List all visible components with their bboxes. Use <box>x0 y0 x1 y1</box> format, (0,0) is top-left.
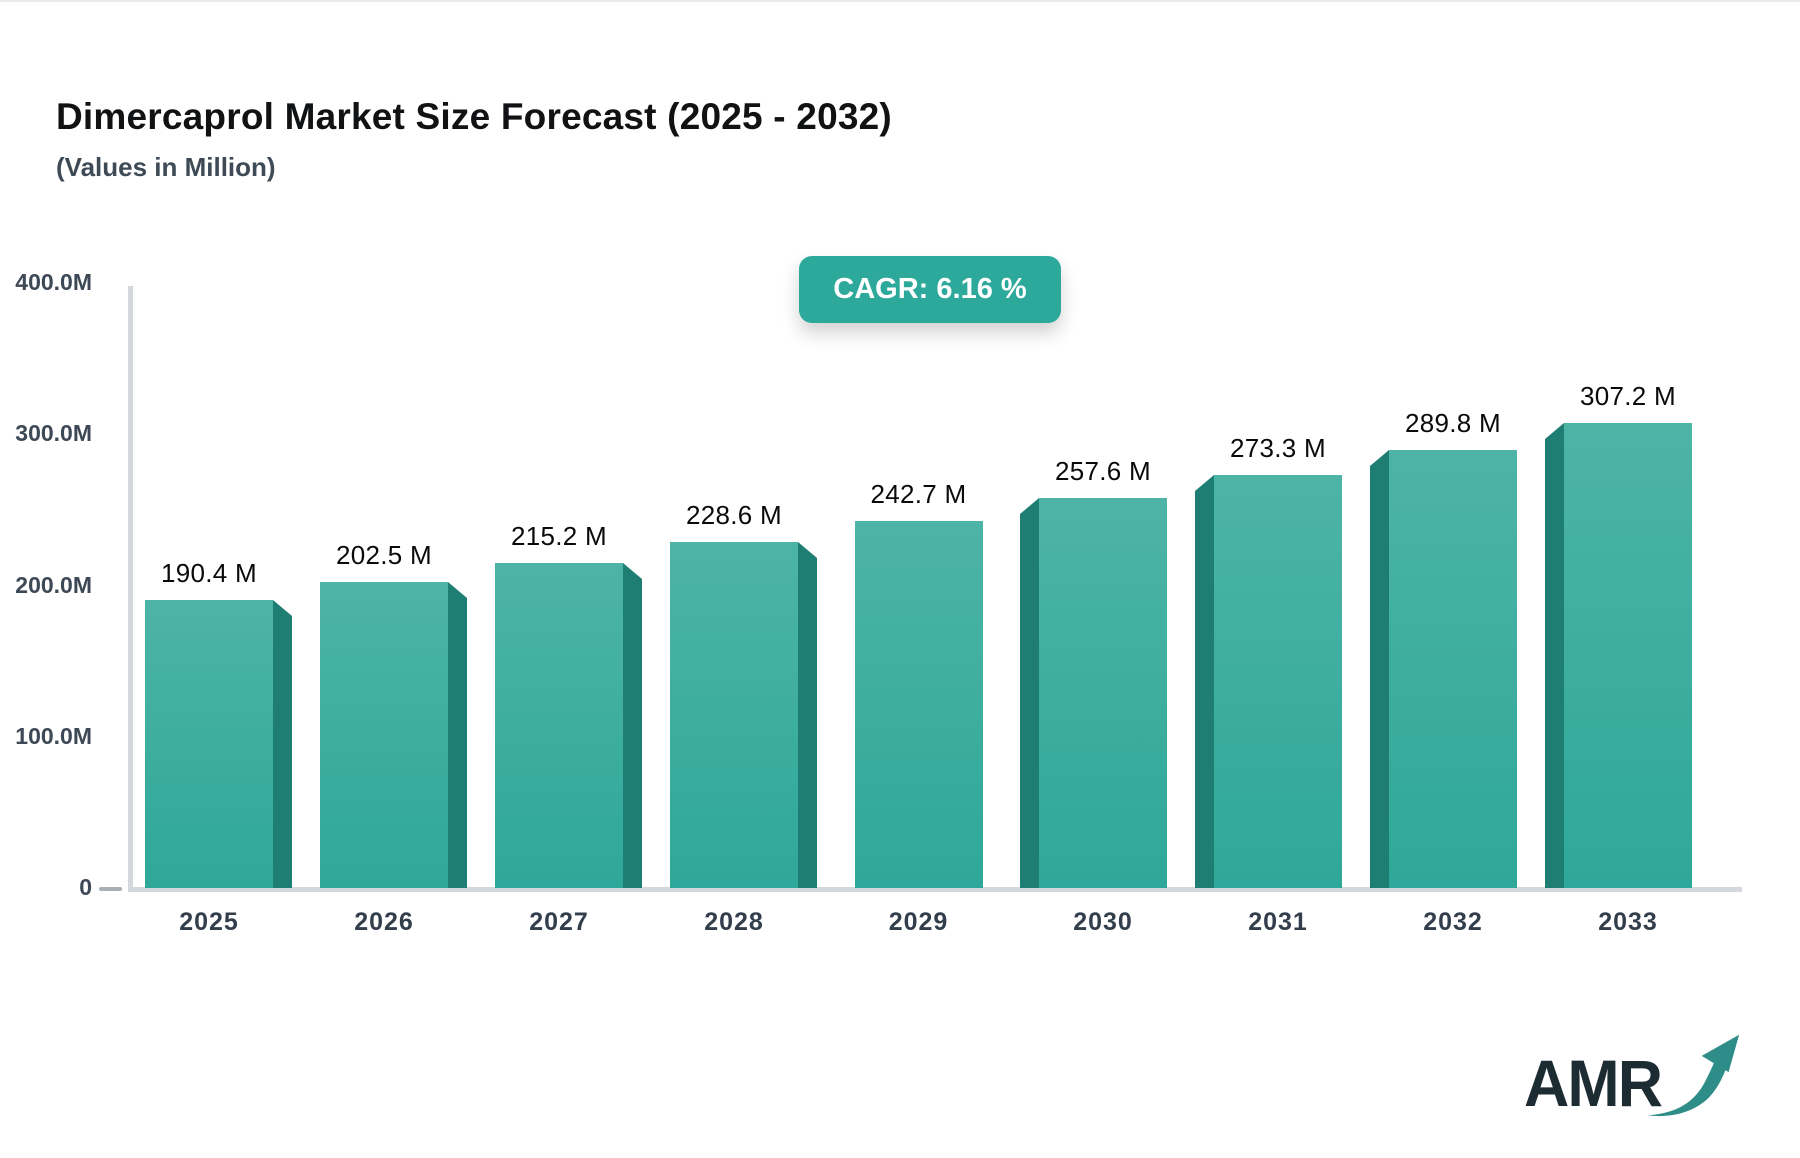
bar-value-label-2030: 257.6 M <box>1054 456 1152 486</box>
y-tick-label-0: 0 <box>79 874 92 900</box>
bar-side-face-2031 <box>1195 475 1214 888</box>
bar-2031 <box>1214 475 1342 888</box>
bar-value-label-2025: 190.4 M <box>160 558 258 588</box>
bar-2033 <box>1564 423 1692 888</box>
cagr-badge: CAGR: 6.16 % <box>799 256 1061 323</box>
bar-side-face-2033 <box>1545 423 1564 888</box>
x-tick-label-2032: 2032 <box>1423 908 1483 936</box>
bar-2030 <box>1039 498 1167 888</box>
bar-side-face-2026 <box>448 582 467 888</box>
bar-value-label-2027: 215.2 M <box>510 521 608 551</box>
y-tick-label-200.0M: 200.0M <box>15 571 92 598</box>
x-tick-label-2028: 2028 <box>704 908 764 936</box>
y-tick-label-400.0M: 400.0M <box>15 269 92 295</box>
bar-side-face-2025 <box>273 600 292 888</box>
x-tick-label-2025: 2025 <box>179 908 239 936</box>
x-axis-line <box>128 887 1742 892</box>
chart-title: Dimercaprol Market Size Forecast (2025 -… <box>56 96 892 137</box>
bar-value-label-2029: 242.7 M <box>870 479 967 509</box>
amr-logo: AMR <box>1524 1032 1742 1120</box>
x-tick-label-2031: 2031 <box>1248 908 1308 936</box>
bar-side-face-2028 <box>798 542 817 888</box>
bar-2032 <box>1389 450 1517 888</box>
zero-tick-mark <box>99 887 122 891</box>
bar-side-face-2030 <box>1020 498 1039 888</box>
bar-2026 <box>320 582 448 888</box>
bar-value-label-2026: 202.5 M <box>335 540 433 570</box>
x-tick-label-2026: 2026 <box>354 908 414 936</box>
cagr-badge-label: CAGR: 6.16 % <box>833 273 1027 305</box>
x-tick-label-2033: 2033 <box>1598 908 1658 936</box>
x-tick-label-2030: 2030 <box>1073 908 1133 936</box>
y-tick-label-300.0M: 300.0M <box>15 420 92 447</box>
trend-up-arrow-icon <box>1648 1034 1740 1117</box>
bar-2025 <box>145 600 273 888</box>
amr-logo-text: AMR <box>1524 1046 1663 1120</box>
bar-2029 <box>854 521 983 888</box>
y-axis-line <box>128 286 133 892</box>
bar-value-label-2028: 228.6 M <box>685 500 783 530</box>
bar-value-label-2031: 273.3 M <box>1229 433 1327 463</box>
bar-2027 <box>495 563 623 888</box>
x-tick-label-2027: 2027 <box>529 908 589 936</box>
x-tick-label-2029: 2029 <box>888 908 949 936</box>
y-tick-label-100.0M: 100.0M <box>15 722 92 749</box>
bar-side-face-2032 <box>1370 450 1389 888</box>
bar-side-face-2027 <box>623 563 642 888</box>
bar-value-label-2033: 307.2 M <box>1579 381 1677 411</box>
chart-subtitle: (Values in Million) <box>56 152 276 182</box>
bar-value-label-2032: 289.8 M <box>1404 408 1502 438</box>
bar-2028 <box>670 542 798 888</box>
